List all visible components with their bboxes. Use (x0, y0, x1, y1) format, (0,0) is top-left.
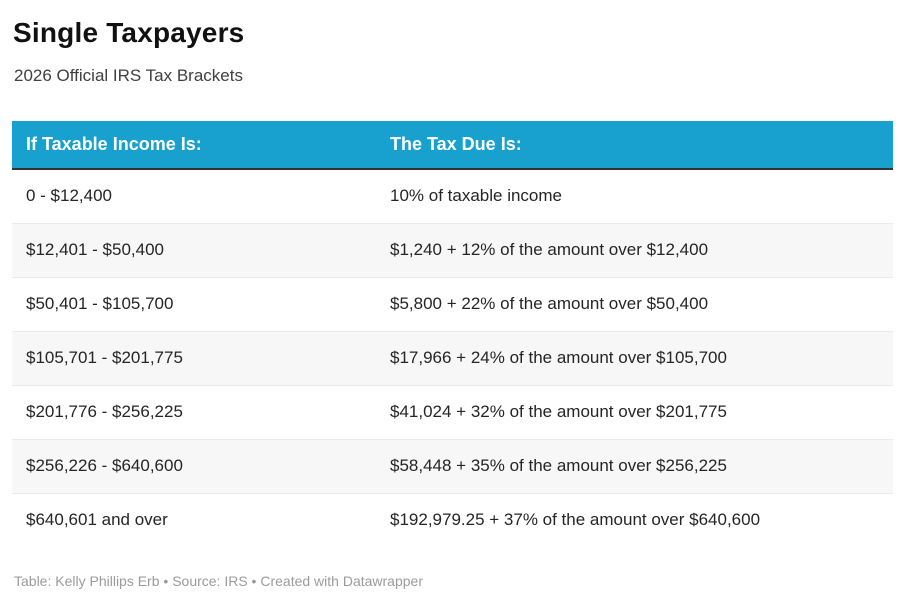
income-range-cell: 0 - $12,400 (26, 186, 113, 206)
tax-due-cell: $5,800 + 22% of the amount over $50,400 (390, 294, 709, 313)
page-title: Single Taxpayers (13, 17, 245, 48)
table-row: $12,401 - $50,400 $1,240 + 12% of the am… (12, 223, 893, 277)
income-range-cell: $105,701 - $201,775 (26, 348, 183, 367)
income-range-cell: $50,401 - $105,700 (26, 294, 174, 313)
table-row: 0 - $12,400 10% of taxable income (12, 169, 893, 223)
page-subtitle: 2026 Official IRS Tax Brackets (14, 66, 243, 85)
tax-due-cell: $1,240 + 12% of the amount over $12,400 (390, 240, 709, 259)
footer-attribution: Table: Kelly Phillips Erb • Source: IRS … (14, 573, 423, 589)
income-range-cell: $256,226 - $640,600 (26, 456, 183, 475)
table-row: $201,776 - $256,225 $41,024 + 32% of the… (12, 385, 893, 439)
table-row: $50,401 - $105,700 $5,800 + 22% of the a… (12, 277, 893, 331)
tax-due-cell: 10% of taxable income (390, 186, 562, 206)
header-row: If Taxable Income Is: The Tax Due Is: (12, 121, 893, 169)
tax-due-cell: $192,979.25 + 37% of the amount over $64… (390, 510, 761, 530)
tax-due-cell: $41,024 + 32% of the amount over $201,77… (390, 402, 727, 421)
table-row: $256,226 - $640,600 $58,448 + 35% of the… (12, 439, 893, 493)
column-header-taxable-income: If Taxable Income Is: (12, 121, 376, 169)
income-range-cell: $640,601 and over (26, 510, 168, 530)
column-header-tax-due: The Tax Due Is: (376, 121, 893, 169)
tax-due-cell: $17,966 + 24% of the amount over $105,70… (390, 348, 727, 367)
income-range-cell: $201,776 - $256,225 (26, 402, 183, 421)
tax-due-cell: $58,448 + 35% of the amount over $256,22… (390, 456, 727, 475)
table-row: $640,601 and over $192,979.25 + 37% of t… (12, 493, 893, 547)
table-row: $105,701 - $201,775 $17,966 + 24% of the… (12, 331, 893, 385)
income-range-cell: $12,401 - $50,400 (26, 240, 165, 259)
tax-brackets-table: If Taxable Income Is: The Tax Due Is: 0 … (12, 121, 893, 547)
